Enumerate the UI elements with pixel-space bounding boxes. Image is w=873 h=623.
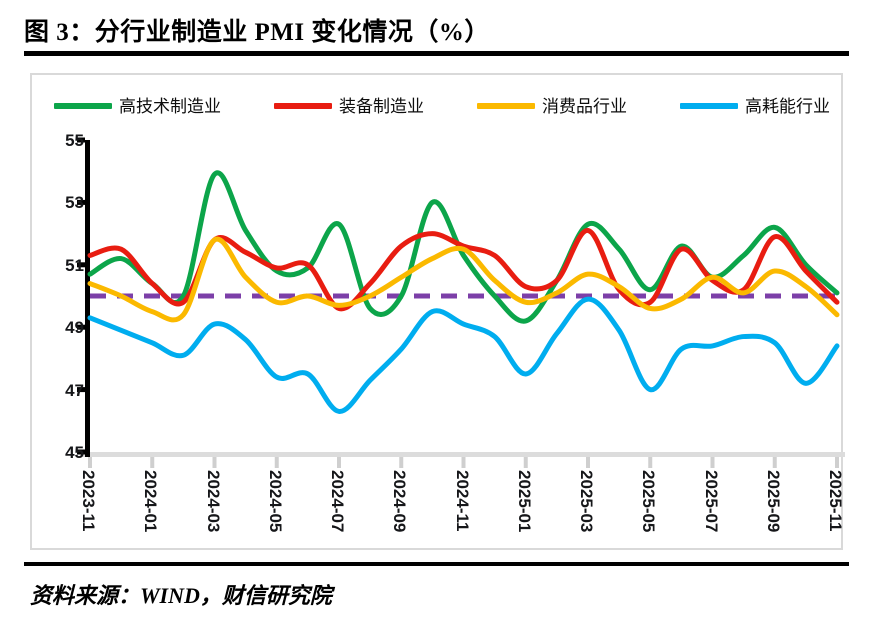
plot-area: 45 47 49 51 53 55 2023-11 2024-01 2024-03 2024-0… xyxy=(32,75,845,552)
x-tick-label: 2023-11 xyxy=(79,470,98,532)
chart-legend: 高技术制造业 装备制造业 消费品行业 高耗能行业 xyxy=(52,93,832,119)
series-line-2 xyxy=(87,236,840,323)
x-tick-label: 2025-05 xyxy=(639,470,659,533)
legend-item-consumer: 消费品行业 xyxy=(477,98,627,115)
y-tick-label: 55 xyxy=(65,131,84,150)
x-tick-label: 2024-07 xyxy=(328,470,347,533)
source-note: 资料来源：WIND，财信研究院 xyxy=(30,583,332,608)
y-tick-label: 51 xyxy=(65,255,84,275)
x-tick-label: 2024-03 xyxy=(203,470,223,533)
series-line-3 xyxy=(87,296,840,414)
legend-swatch-equipment xyxy=(274,103,332,109)
legend-item-energy-intensive: 高耗能行业 xyxy=(680,98,830,115)
page-title: 图 3：分行业制造业 PMI 变化情况（%） xyxy=(24,19,490,46)
x-axis-tick-labels: 2023-11 2024-01 2024-03 2024-05 2024-07 2024-… xyxy=(32,75,845,552)
y-axis-tick-labels: 45 47 49 51 53 55 xyxy=(32,75,84,552)
y-tick-label: 53 xyxy=(65,193,84,213)
x-tick-label: 2025-09 xyxy=(763,470,783,533)
legend-item-high-tech: 高技术制造业 xyxy=(54,98,221,115)
footer-divider xyxy=(24,562,849,566)
legend-label-consumer: 消费品行业 xyxy=(542,96,627,116)
legend-swatch-energy-intensive xyxy=(680,103,738,109)
legend-label-high-tech: 高技术制造业 xyxy=(119,96,221,116)
legend-swatch-high-tech xyxy=(54,103,112,109)
y-tick-label: 49 xyxy=(65,318,84,338)
y-tick-label: 47 xyxy=(65,380,84,400)
x-tick-label: 2025-07 xyxy=(701,470,721,533)
x-tick-label: 2025-11 xyxy=(826,470,845,532)
legend-label-energy-intensive: 高耗能行业 xyxy=(745,96,830,116)
x-tick-label: 2025-03 xyxy=(577,470,596,533)
x-tick-label: 2024-05 xyxy=(265,470,285,533)
x-tick-label: 2024-09 xyxy=(390,470,410,533)
x-tick-label: 2025-01 xyxy=(514,470,534,533)
legend-swatch-consumer xyxy=(477,103,535,109)
chart-panel: 高技术制造业 装备制造业 消费品行业 高耗能行业 45 47 49 51 53 55 20… xyxy=(30,73,845,552)
chart-svg xyxy=(77,137,845,468)
x-tick-label: 2024-01 xyxy=(141,470,161,533)
legend-label-equipment: 装备制造业 xyxy=(339,96,424,116)
x-tick-label: 2024-11 xyxy=(452,470,472,532)
y-tick-label: 45 xyxy=(65,443,84,462)
title-divider xyxy=(24,51,849,56)
legend-item-equipment: 装备制造业 xyxy=(274,98,424,115)
